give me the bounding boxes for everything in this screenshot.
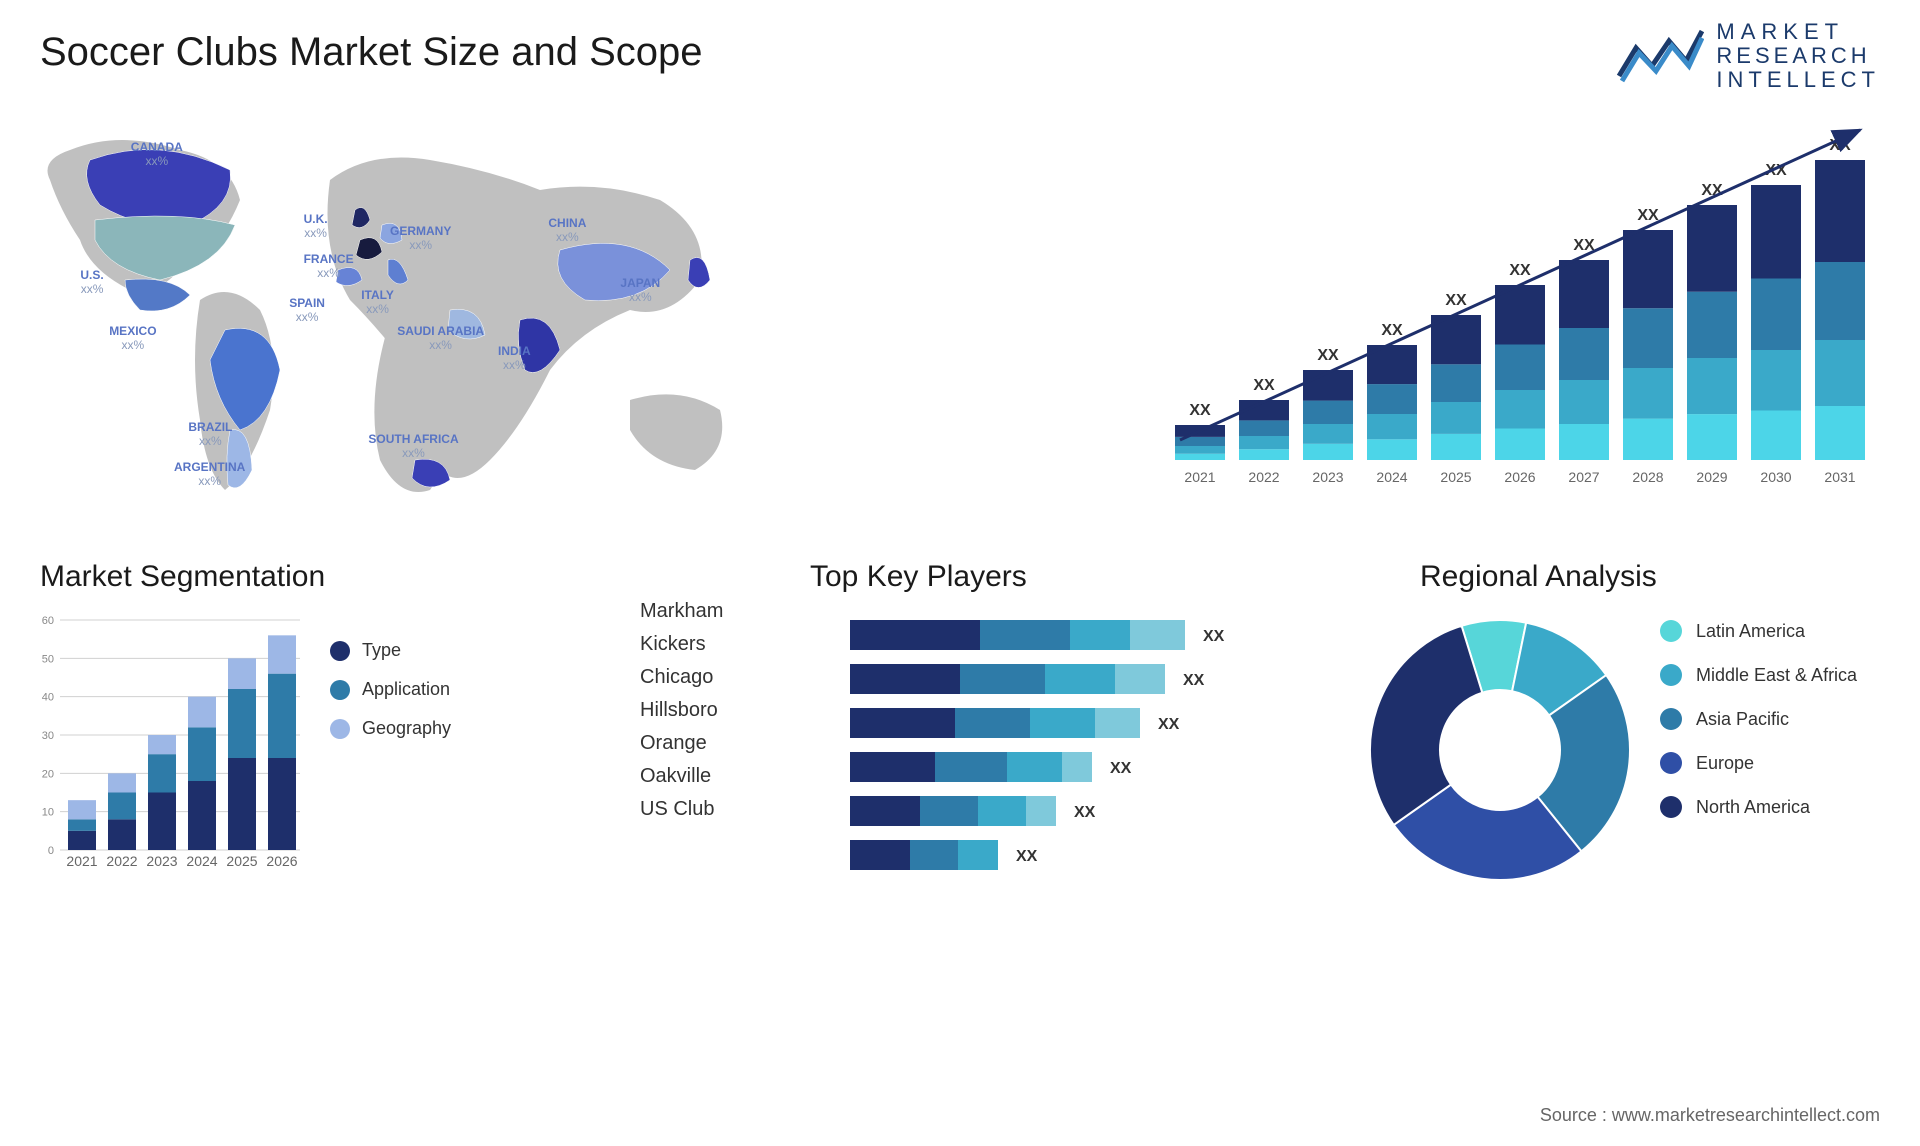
country-label: CHINAxx% — [548, 216, 586, 245]
svg-text:XX: XX — [1203, 628, 1225, 645]
svg-text:2021: 2021 — [66, 853, 97, 869]
legend-label: Geography — [362, 718, 451, 739]
legend-label: Type — [362, 640, 401, 661]
svg-text:30: 30 — [42, 730, 54, 742]
svg-text:XX: XX — [1253, 377, 1275, 394]
svg-text:2023: 2023 — [146, 853, 177, 869]
country-label: U.K.xx% — [304, 212, 328, 241]
svg-text:XX: XX — [1183, 672, 1205, 689]
svg-text:2025: 2025 — [226, 853, 257, 869]
legend-label: North America — [1696, 797, 1810, 818]
legend-label: Application — [362, 679, 450, 700]
segmentation-legend-item: Type — [330, 640, 451, 661]
svg-text:2022: 2022 — [1248, 469, 1279, 485]
regional-legend-item: North America — [1660, 796, 1857, 818]
svg-text:2026: 2026 — [1504, 469, 1535, 485]
svg-text:60: 60 — [42, 615, 54, 627]
player-list-item: Chicago — [640, 666, 723, 689]
country-label: INDIAxx% — [498, 344, 531, 373]
legend-dot-icon — [1660, 620, 1682, 642]
players-list: Markham Kickers Chicago Hillsboro Orange Oakv… — [640, 600, 723, 821]
legend-dot-icon — [1660, 752, 1682, 774]
source-citation: Source : www.marketresearchintellect.com — [1540, 1105, 1880, 1126]
legend-label: Asia Pacific — [1696, 709, 1789, 730]
svg-text:2031: 2031 — [1824, 469, 1855, 485]
svg-text:0: 0 — [48, 845, 54, 857]
legend-label: Europe — [1696, 753, 1754, 774]
segmentation-title: Market Segmentation — [40, 560, 325, 594]
svg-text:2022: 2022 — [106, 853, 137, 869]
legend-dot-icon — [330, 719, 350, 739]
svg-text:2024: 2024 — [186, 853, 217, 869]
segmentation-legend: Type Application Geography — [330, 640, 451, 739]
svg-text:2029: 2029 — [1696, 469, 1727, 485]
svg-text:XX: XX — [1317, 347, 1339, 364]
regional-legend-item: Europe — [1660, 752, 1857, 774]
svg-text:2027: 2027 — [1568, 469, 1599, 485]
country-label: GERMANYxx% — [390, 224, 451, 253]
country-label: BRAZILxx% — [188, 420, 232, 449]
svg-text:40: 40 — [42, 692, 54, 704]
country-label: FRANCExx% — [304, 252, 354, 281]
svg-text:XX: XX — [1158, 716, 1180, 733]
logo: MARKET RESEARCH INTELLECT — [1614, 20, 1880, 93]
svg-text:XX: XX — [1189, 402, 1211, 419]
svg-text:XX: XX — [1110, 760, 1132, 777]
country-label: SPAINxx% — [289, 296, 325, 325]
player-list-item: Oakville — [640, 765, 723, 788]
growth-bar-chart: XX 2021 XX 2022 XX 2023 XX 2024 XX 2025 XX 2026 XX 20… — [1160, 120, 1880, 500]
keyplayers-title: Top Key Players — [810, 560, 1027, 594]
world-map: CANADAxx% U.S.xx% MEXICOxx% BRAZILxx% ARGENT… — [30, 120, 750, 520]
segmentation-legend-item: Application — [330, 679, 451, 700]
regional-donut-chart — [1360, 610, 1640, 890]
svg-text:XX: XX — [1016, 848, 1038, 865]
country-label: ITALYxx% — [361, 288, 394, 317]
svg-text:50: 50 — [42, 653, 54, 665]
country-label: JAPANxx% — [620, 276, 660, 305]
svg-text:2023: 2023 — [1312, 469, 1343, 485]
legend-dot-icon — [1660, 708, 1682, 730]
page-title: Soccer Clubs Market Size and Scope — [40, 30, 703, 75]
regional-title: Regional Analysis — [1420, 560, 1657, 594]
svg-text:2028: 2028 — [1632, 469, 1663, 485]
logo-mark-icon — [1614, 26, 1704, 86]
svg-text:2026: 2026 — [266, 853, 297, 869]
country-label: U.S.xx% — [80, 268, 103, 297]
svg-text:XX: XX — [1074, 804, 1096, 821]
svg-text:XX: XX — [1637, 207, 1659, 224]
svg-text:XX: XX — [1445, 292, 1467, 309]
legend-dot-icon — [330, 680, 350, 700]
country-label: SAUDI ARABIAxx% — [397, 324, 484, 353]
svg-text:2024: 2024 — [1376, 469, 1407, 485]
svg-text:2030: 2030 — [1760, 469, 1791, 485]
regional-legend-item: Latin America — [1660, 620, 1857, 642]
logo-text: MARKET RESEARCH INTELLECT — [1716, 20, 1880, 93]
svg-text:2021: 2021 — [1184, 469, 1215, 485]
country-label: SOUTH AFRICAxx% — [368, 432, 458, 461]
player-list-item: US Club — [640, 798, 723, 821]
player-list-item: Markham — [640, 600, 723, 623]
player-list-item: Orange — [640, 732, 723, 755]
legend-dot-icon — [330, 641, 350, 661]
regional-legend-item: Asia Pacific — [1660, 708, 1857, 730]
player-list-item: Kickers — [640, 633, 723, 656]
segmentation-legend-item: Geography — [330, 718, 451, 739]
svg-text:XX: XX — [1509, 262, 1531, 279]
regional-legend: Latin America Middle East & Africa Asia Pa… — [1660, 620, 1857, 818]
legend-dot-icon — [1660, 664, 1682, 686]
segmentation-bar-chart: 0 10 20 30 40 50 60 2021 2022 2023 2024 2025 2026 — [30, 610, 310, 880]
legend-dot-icon — [1660, 796, 1682, 818]
legend-label: Middle East & Africa — [1696, 665, 1857, 686]
regional-legend-item: Middle East & Africa — [1660, 664, 1857, 686]
player-list-item: Hillsboro — [640, 699, 723, 722]
svg-text:XX: XX — [1381, 322, 1403, 339]
svg-text:20: 20 — [42, 768, 54, 780]
country-label: ARGENTINAxx% — [174, 460, 245, 489]
svg-text:2025: 2025 — [1440, 469, 1471, 485]
legend-label: Latin America — [1696, 621, 1805, 642]
keyplayers-bar-chart: XX XX XX XX XX XX — [850, 610, 1270, 890]
country-label: MEXICOxx% — [109, 324, 156, 353]
svg-text:10: 10 — [42, 807, 54, 819]
country-label: CANADAxx% — [131, 140, 183, 169]
